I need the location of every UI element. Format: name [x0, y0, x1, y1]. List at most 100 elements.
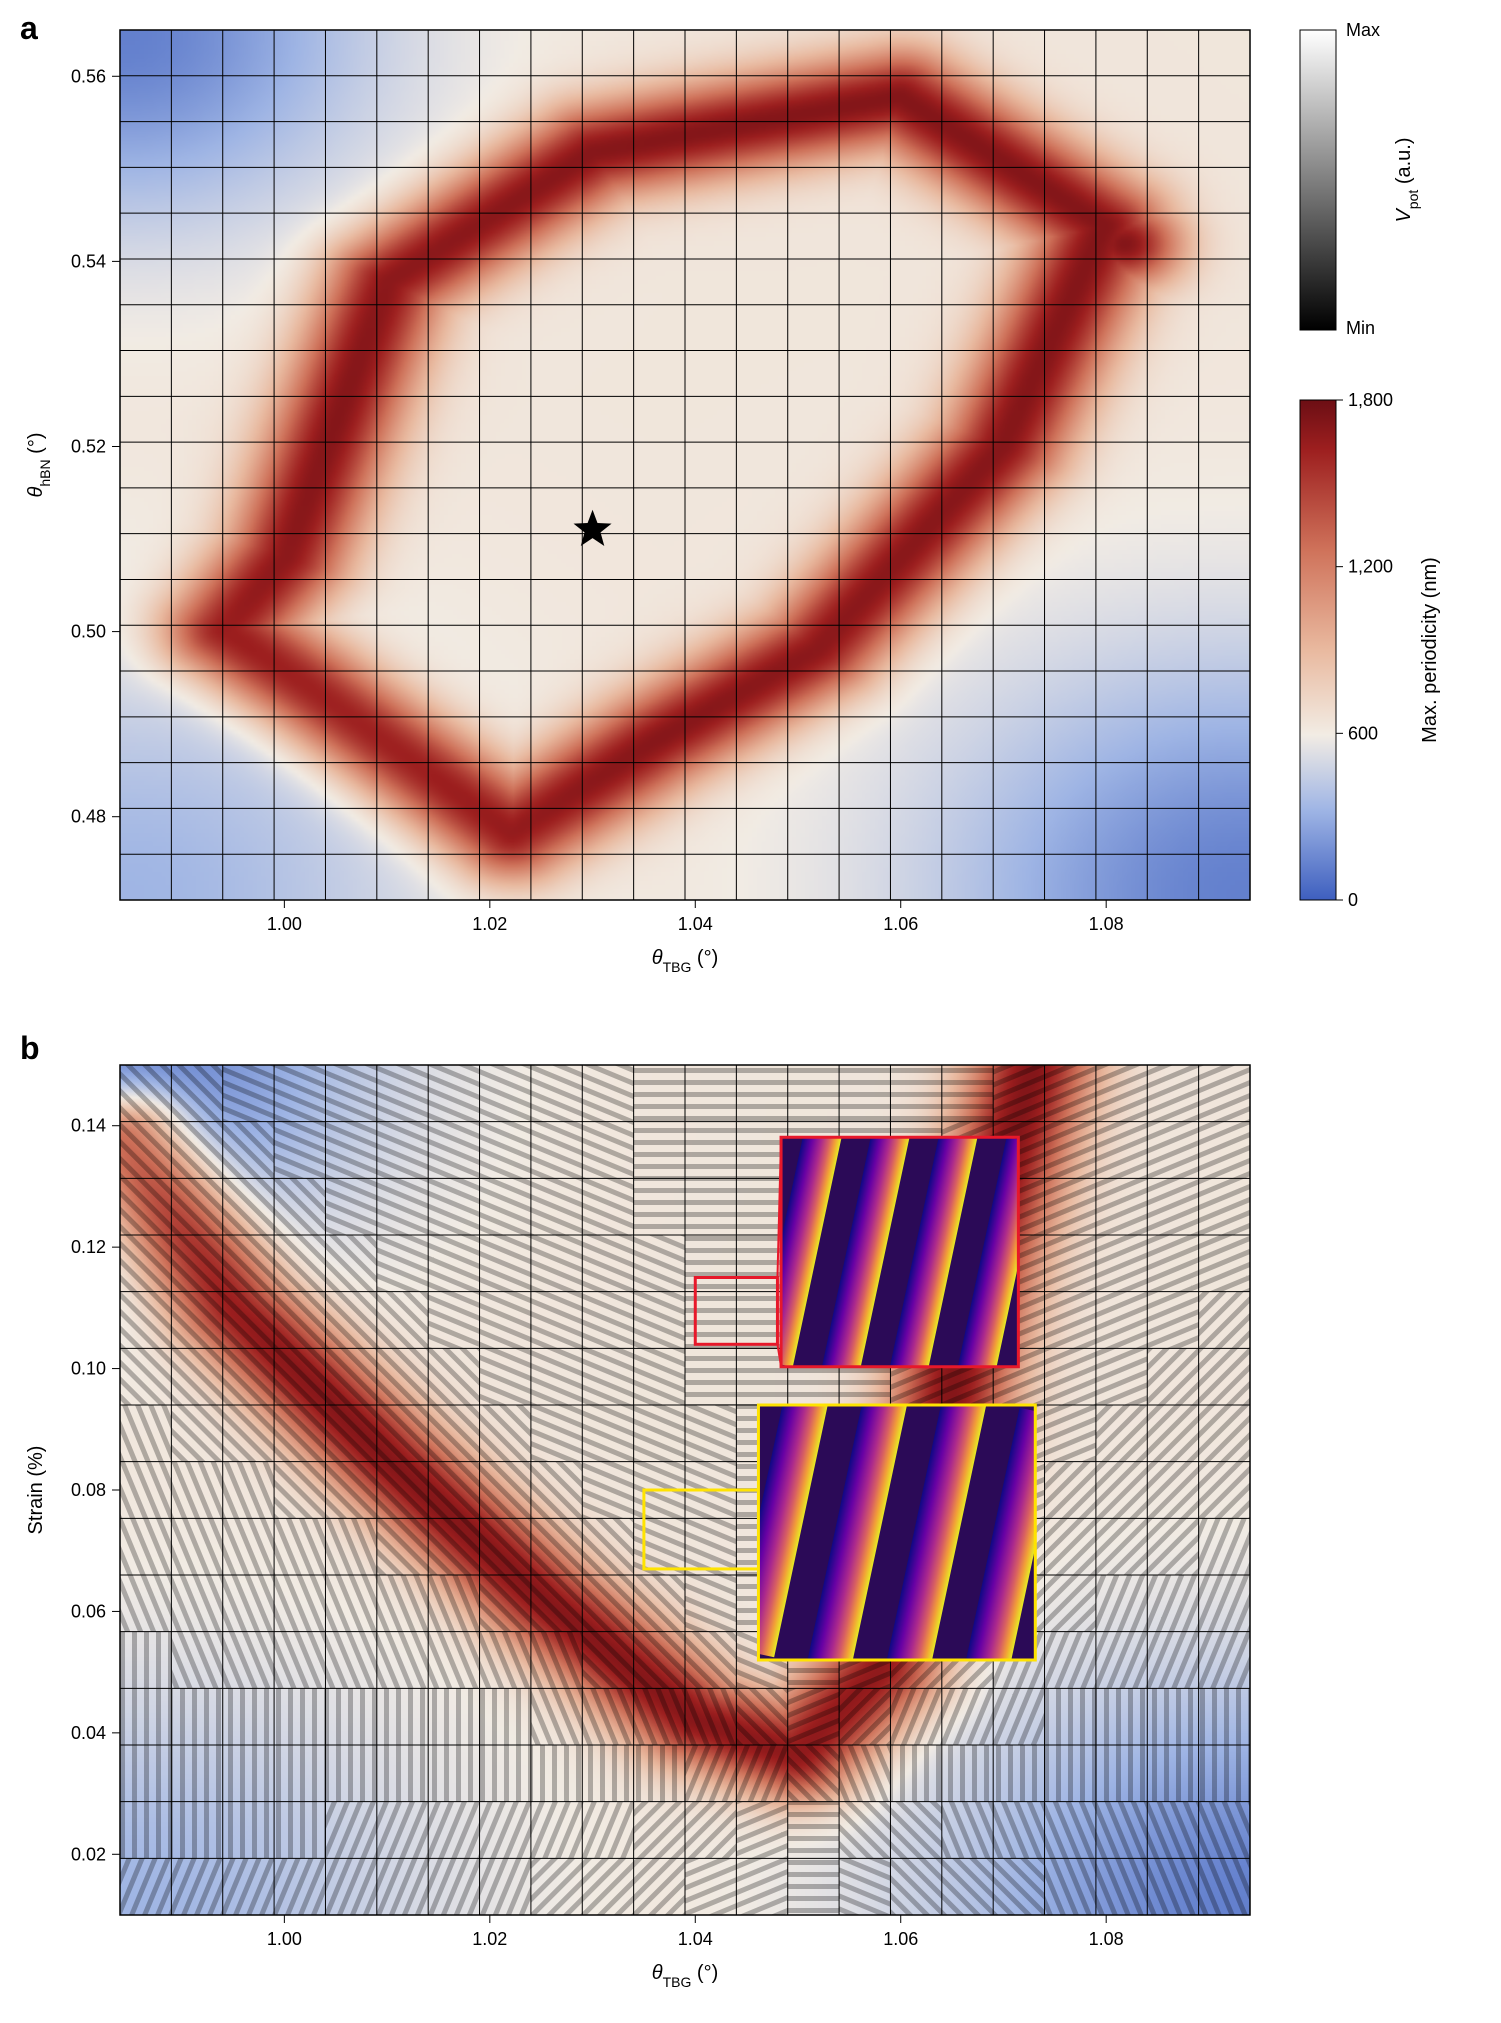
tile: [480, 1178, 531, 1235]
tile: [171, 1802, 222, 1859]
y-tick-label: 0.48: [71, 807, 106, 827]
figure-svg: 1.001.021.041.061.080.480.500.520.540.56…: [0, 0, 1501, 2018]
y-tick-label: 0.08: [71, 1480, 106, 1500]
tile: [171, 1462, 222, 1519]
tile: [120, 1178, 171, 1235]
tile: [942, 1745, 993, 1802]
tile: [428, 1235, 479, 1292]
tile: [223, 1802, 274, 1859]
tile: [223, 1575, 274, 1632]
tile: [223, 1065, 274, 1122]
tile: [171, 1235, 222, 1292]
tile: [1147, 1745, 1198, 1802]
tile: [120, 1122, 171, 1179]
tile: [531, 1518, 582, 1575]
colorbar-vpot: MaxMinVpot (a.u.): [1300, 20, 1421, 338]
tile: [1096, 1122, 1147, 1179]
tile: [685, 1235, 736, 1292]
tile: [171, 1178, 222, 1235]
tile: [120, 1575, 171, 1632]
tile: [120, 1688, 171, 1745]
tile: [223, 1122, 274, 1179]
tile: [480, 1065, 531, 1122]
tile: [428, 1348, 479, 1405]
tile: [274, 1745, 325, 1802]
tile: [171, 1292, 222, 1349]
y-tick-label: 0.12: [71, 1237, 106, 1257]
tile: [1096, 1292, 1147, 1349]
tile: [1045, 1745, 1096, 1802]
tile: [1045, 1575, 1096, 1632]
tile: [788, 1858, 839, 1915]
tile: [428, 1462, 479, 1519]
tile: [736, 1065, 787, 1122]
tile: [325, 1462, 376, 1519]
tile: [325, 1235, 376, 1292]
tile: [634, 1292, 685, 1349]
tile: [1045, 1122, 1096, 1179]
tile: [942, 1858, 993, 1915]
tile: [120, 1235, 171, 1292]
panel-b-x-label: θTBG (°): [652, 1962, 719, 1990]
tile: [377, 1802, 428, 1859]
tile: [1199, 1405, 1250, 1462]
tile: [171, 1575, 222, 1632]
x-tick-label: 1.00: [267, 914, 302, 934]
panel-a: 1.001.021.041.061.080.480.500.520.540.56…: [25, 30, 1250, 975]
tile: [1199, 1518, 1250, 1575]
tile: [325, 1348, 376, 1405]
tile: [531, 1462, 582, 1519]
tile: [223, 1405, 274, 1462]
tile: [788, 1745, 839, 1802]
tile: [582, 1688, 633, 1745]
tile: [634, 1348, 685, 1405]
tile: [428, 1688, 479, 1745]
tile: [1199, 1632, 1250, 1689]
y-tick-label: 0.50: [71, 622, 106, 642]
tile: [685, 1292, 736, 1349]
tile: [582, 1518, 633, 1575]
tile: [634, 1235, 685, 1292]
x-tick-label: 1.08: [1089, 914, 1124, 934]
tile: [428, 1575, 479, 1632]
panel-b-label: b: [20, 1030, 40, 1067]
tile: [377, 1688, 428, 1745]
tile: [223, 1518, 274, 1575]
tile: [1096, 1348, 1147, 1405]
tile: [223, 1462, 274, 1519]
x-tick-label: 1.04: [678, 1929, 713, 1949]
tile: [171, 1348, 222, 1405]
tile: [1147, 1348, 1198, 1405]
tile: [223, 1632, 274, 1689]
tile: [1147, 1065, 1198, 1122]
y-tick-label: 0.06: [71, 1601, 106, 1621]
tile: [120, 1745, 171, 1802]
tile: [839, 1065, 890, 1122]
tile: [993, 1745, 1044, 1802]
tile: [582, 1745, 633, 1802]
tile: [377, 1235, 428, 1292]
tile: [274, 1122, 325, 1179]
panel-b: 1.001.021.041.061.080.020.040.060.080.10…: [25, 1065, 1250, 1990]
tile: [480, 1462, 531, 1519]
tile: [428, 1122, 479, 1179]
y-tick-label: 0.14: [71, 1116, 106, 1136]
tile: [120, 1348, 171, 1405]
tile: [1147, 1178, 1198, 1235]
tile: [120, 1462, 171, 1519]
tile: [1045, 1858, 1096, 1915]
tile: [634, 1405, 685, 1462]
tile: [1096, 1178, 1147, 1235]
tile: [1045, 1405, 1096, 1462]
x-tick-label: 1.02: [472, 914, 507, 934]
tile: [120, 1518, 171, 1575]
y-tick-label: 0.02: [71, 1844, 106, 1864]
tile: [582, 1405, 633, 1462]
tile: [890, 1065, 941, 1122]
tile: [1045, 1462, 1096, 1519]
tile: [480, 1405, 531, 1462]
tile: [428, 1178, 479, 1235]
tile: [531, 1802, 582, 1859]
periodicity-label: Max. periodicity (nm): [1419, 557, 1441, 743]
tile: [325, 1178, 376, 1235]
